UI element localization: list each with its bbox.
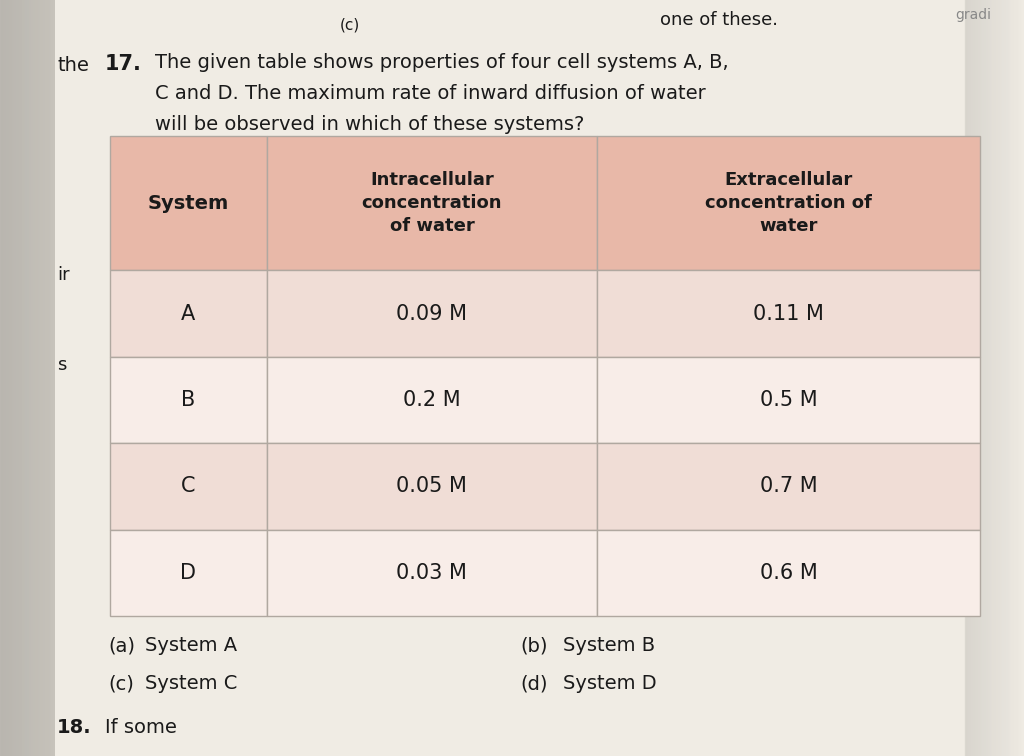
Text: System B: System B <box>563 636 655 655</box>
FancyBboxPatch shape <box>110 136 266 271</box>
Text: 0.09 M: 0.09 M <box>396 304 467 324</box>
Text: 0.03 M: 0.03 M <box>396 562 467 583</box>
FancyBboxPatch shape <box>266 443 597 530</box>
Text: (b): (b) <box>520 636 548 655</box>
FancyBboxPatch shape <box>266 357 597 443</box>
FancyBboxPatch shape <box>110 271 266 357</box>
Text: The given table shows properties of four cell systems A, B,: The given table shows properties of four… <box>155 53 729 72</box>
Text: (d): (d) <box>520 674 548 693</box>
Text: 18.: 18. <box>57 718 91 737</box>
FancyBboxPatch shape <box>266 271 597 357</box>
Text: D: D <box>180 562 197 583</box>
Text: 0.6 M: 0.6 M <box>760 562 817 583</box>
Text: Intracellular
concentration
of water: Intracellular concentration of water <box>361 172 502 235</box>
Text: 0.2 M: 0.2 M <box>403 390 461 410</box>
Text: 0.5 M: 0.5 M <box>760 390 817 410</box>
Text: 0.11 M: 0.11 M <box>754 304 824 324</box>
FancyBboxPatch shape <box>110 443 266 530</box>
Text: C: C <box>181 476 196 497</box>
FancyBboxPatch shape <box>597 443 980 530</box>
Text: System A: System A <box>145 636 238 655</box>
Text: 17.: 17. <box>105 54 142 74</box>
Text: Extracellular
concentration of
water: Extracellular concentration of water <box>706 172 872 235</box>
Text: System D: System D <box>563 674 656 693</box>
FancyBboxPatch shape <box>110 357 266 443</box>
Text: C and D. The maximum rate of inward diffusion of water: C and D. The maximum rate of inward diff… <box>155 84 706 103</box>
FancyBboxPatch shape <box>110 530 266 616</box>
Text: the: the <box>57 56 89 75</box>
Text: A: A <box>181 304 196 324</box>
Text: 0.05 M: 0.05 M <box>396 476 467 497</box>
Text: s: s <box>57 356 67 374</box>
Text: (c): (c) <box>108 674 134 693</box>
Text: one of these.: one of these. <box>660 11 778 29</box>
Text: will be observed in which of these systems?: will be observed in which of these syste… <box>155 115 585 134</box>
FancyBboxPatch shape <box>597 271 980 357</box>
Text: (a): (a) <box>108 636 135 655</box>
Text: If some: If some <box>105 718 177 737</box>
FancyBboxPatch shape <box>266 136 597 271</box>
FancyBboxPatch shape <box>597 357 980 443</box>
FancyBboxPatch shape <box>55 0 1024 756</box>
Text: ir: ir <box>57 266 70 284</box>
Text: 0.7 M: 0.7 M <box>760 476 817 497</box>
Text: gradi: gradi <box>955 8 991 22</box>
Text: B: B <box>181 390 196 410</box>
Text: (c): (c) <box>340 18 360 33</box>
FancyBboxPatch shape <box>266 530 597 616</box>
FancyBboxPatch shape <box>597 530 980 616</box>
Polygon shape <box>0 0 55 756</box>
Text: System C: System C <box>145 674 238 693</box>
Text: System: System <box>147 194 229 212</box>
FancyBboxPatch shape <box>597 136 980 271</box>
